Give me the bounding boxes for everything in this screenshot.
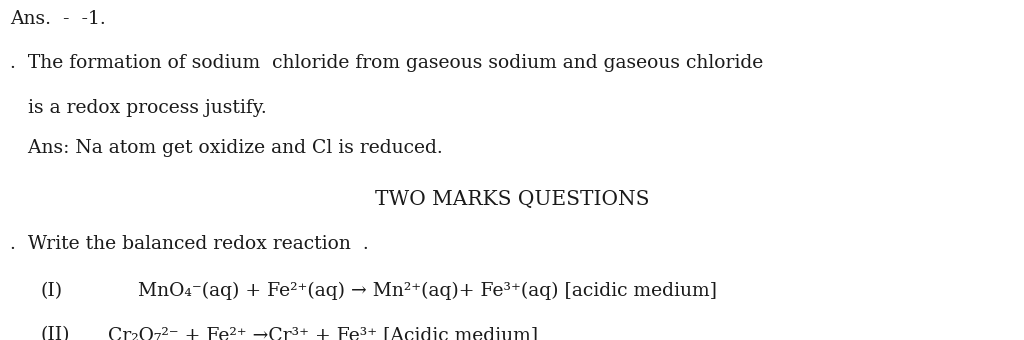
Text: .  Write the balanced redox reaction  .: . Write the balanced redox reaction . — [10, 235, 369, 253]
Text: TWO MARKS QUESTIONS: TWO MARKS QUESTIONS — [375, 190, 649, 209]
Text: Ans.  -  -1.: Ans. - -1. — [10, 10, 106, 28]
Text: (II): (II) — [41, 326, 71, 340]
Text: MnO₄⁻(aq) + Fe²⁺(aq) → Mn²⁺(aq)+ Fe³⁺(aq) [acidic medium]: MnO₄⁻(aq) + Fe²⁺(aq) → Mn²⁺(aq)+ Fe³⁺(aq… — [138, 282, 717, 301]
Text: (I): (I) — [41, 282, 63, 300]
Text: is a redox process justify.: is a redox process justify. — [10, 99, 267, 117]
Text: Ans: Na atom get oxidize and Cl is reduced.: Ans: Na atom get oxidize and Cl is reduc… — [10, 139, 443, 157]
Text: Cr₂O₇²⁻ + Fe²⁺ →Cr³⁺ + Fe³⁺ [Acidic medium]: Cr₂O₇²⁻ + Fe²⁺ →Cr³⁺ + Fe³⁺ [Acidic medi… — [108, 326, 538, 340]
Text: .  The formation of sodium  chloride from gaseous sodium and gaseous chloride: . The formation of sodium chloride from … — [10, 54, 764, 72]
